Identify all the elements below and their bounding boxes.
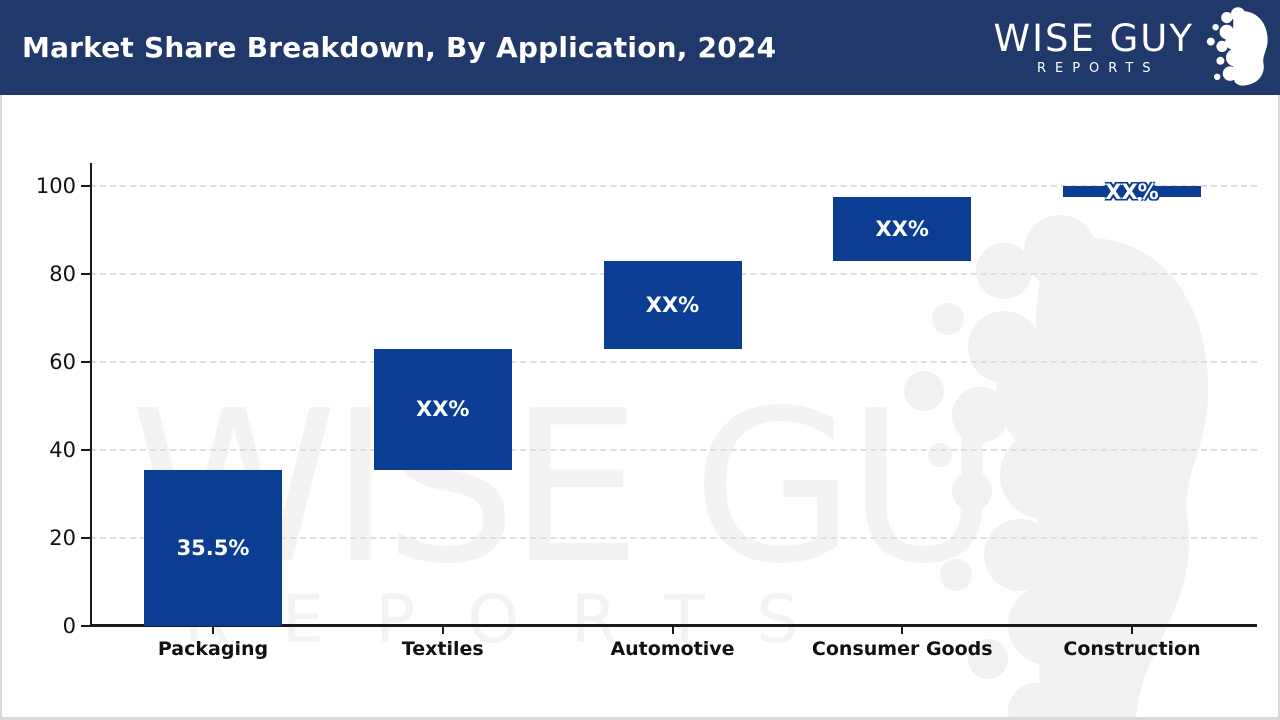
y-tick-mark [81, 537, 90, 539]
watermark-face-icon [904, 215, 1209, 717]
x-category-label: Consumer Goods [811, 638, 993, 660]
bar-automotive [603, 260, 742, 349]
x-category-label: Textiles [401, 638, 484, 660]
chart-area: WISE GUY REPORTS 0 20 40 60 80 100 35.5% Packag… [0, 95, 1280, 720]
y-tick-label: 60 [49, 350, 76, 374]
wise-guy-logo: WISE GUY REPORTS [994, 6, 1280, 90]
bar-textiles [373, 348, 512, 470]
gridline-40 [90, 449, 1257, 451]
header: Market Share Breakdown, By Application, … [0, 0, 1280, 95]
x-category-label: Construction [1063, 638, 1201, 660]
bar-value-label: XX% [645, 292, 700, 317]
x-category-label: Packaging [157, 638, 269, 660]
y-tick-mark [81, 185, 90, 187]
waterfall-chart: 0 20 40 60 80 100 35.5% Packaging XX% Textiles XX%… [2, 95, 1278, 717]
x-axis-line [90, 624, 1257, 627]
gridline-100 [90, 185, 1257, 187]
bar-value-label: XX% [1105, 179, 1159, 204]
x-tick-mark [901, 627, 904, 634]
y-axis-line [90, 163, 92, 627]
bar-value-label: XX% [416, 397, 470, 422]
x-tick-mark [1131, 627, 1133, 634]
bar-value-label: 35.5% [176, 535, 250, 560]
bar-construction [1063, 186, 1201, 197]
y-tick-mark [81, 361, 90, 363]
bar-consumer-goods [833, 197, 972, 261]
x-tick-mark [671, 627, 674, 634]
logo-face-icon [1206, 6, 1268, 86]
y-tick-label: 0 [62, 614, 76, 638]
gridline-60 [90, 361, 1257, 363]
x-tick-mark [212, 627, 214, 634]
logo-wordmark: WISE GUY [993, 16, 1194, 60]
y-tick-mark [81, 625, 90, 627]
y-tick-label: 80 [49, 262, 76, 286]
gridline-20 [90, 537, 1257, 539]
bar-packaging [144, 469, 282, 626]
logo-subtext: REPORTS [1036, 60, 1160, 76]
watermark-subtext: REPORTS [184, 581, 851, 658]
y-tick-mark [81, 273, 90, 275]
y-tick-label: 20 [49, 526, 76, 550]
logo-wordmark-block: WISE GUY REPORTS [994, 20, 1194, 76]
x-tick-mark [441, 627, 444, 634]
bar-value-label: XX% [875, 216, 929, 241]
x-category-label: Automotive [610, 638, 735, 660]
y-tick-label: 100 [35, 174, 76, 198]
y-tick-mark [81, 449, 90, 451]
page-title: Market Share Breakdown, By Application, … [22, 31, 777, 64]
y-tick-label: 40 [49, 438, 76, 462]
